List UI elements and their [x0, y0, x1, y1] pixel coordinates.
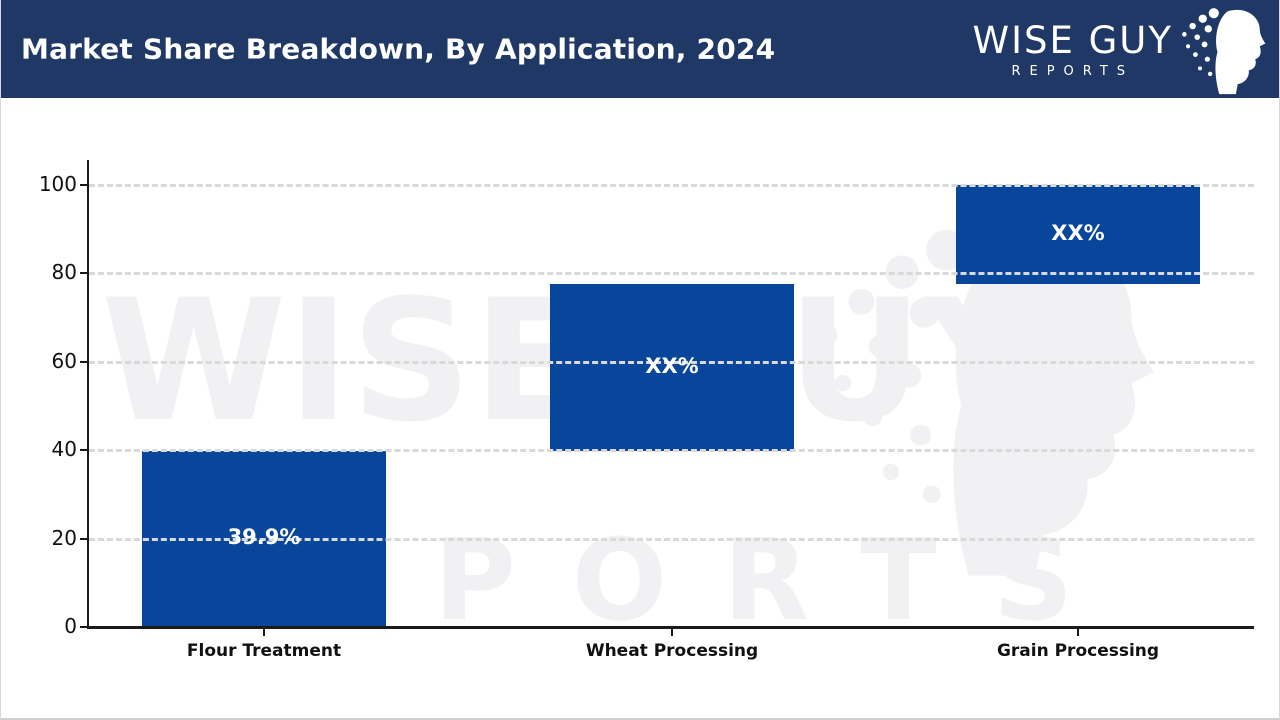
- y-tick-label-80: 80: [51, 260, 77, 284]
- x-tick-mark-grain-processing: [1077, 628, 1079, 636]
- logo-wordmark-text: WISE GUY: [972, 19, 1173, 62]
- x-tick-mark-flour-treatment: [263, 628, 265, 636]
- gridline-40: [89, 449, 1254, 452]
- y-tick-mark-80: [80, 272, 87, 274]
- y-tick-label-40: 40: [51, 437, 77, 461]
- x-axis-label-wheat-processing: Wheat Processing: [585, 641, 759, 661]
- gridline-20: [89, 538, 1254, 541]
- y-tick-mark-0: [80, 626, 87, 628]
- gridline-80: [89, 272, 1254, 275]
- y-tick-mark-20: [80, 538, 87, 540]
- x-tick-mark-wheat-processing: [671, 628, 673, 636]
- logo-wordmark-subtext: REPORTS: [1011, 64, 1135, 79]
- y-tick-label-60: 60: [51, 349, 77, 373]
- bar-wheat-processing: [550, 284, 794, 451]
- bar-value-label-grain-processing: XX%: [1051, 221, 1105, 245]
- y-tick-label-100: 100: [38, 172, 77, 196]
- y-tick-label-20: 20: [51, 526, 77, 550]
- y-tick-mark-40: [80, 449, 87, 451]
- x-axis-spine: [87, 626, 1254, 629]
- bar-value-label-flour-treatment: 39.9%: [227, 525, 301, 549]
- y-tick-mark-60: [80, 361, 87, 363]
- wiseguy-face-icon: [1182, 8, 1266, 95]
- y-tick-label-0: 0: [64, 614, 77, 638]
- chart-area: WISE GUY REPORTS 0 20 40 60 80 100 Flour Trea…: [1, 98, 1279, 718]
- wiseguy-logo: WISE GUY REPORTS: [973, 4, 1271, 96]
- report-header: Market Share Breakdown, By Application, …: [1, 0, 1279, 98]
- x-axis-label-grain-processing: Grain Processing: [996, 641, 1160, 661]
- x-axis-label-flour-treatment: Flour Treatment: [186, 641, 342, 661]
- gridline-60: [89, 361, 1254, 364]
- y-axis-spine: [87, 160, 89, 629]
- y-tick-mark-100: [80, 184, 87, 186]
- bar-grain-processing: [956, 185, 1200, 284]
- gridline-100: [89, 184, 1254, 187]
- wiseguy-logo-wordmark: WISE GUY REPORTS: [973, 22, 1173, 78]
- bar-value-label-wheat-processing: XX%: [645, 354, 699, 378]
- page-title: Market Share Breakdown, By Application, …: [21, 32, 776, 66]
